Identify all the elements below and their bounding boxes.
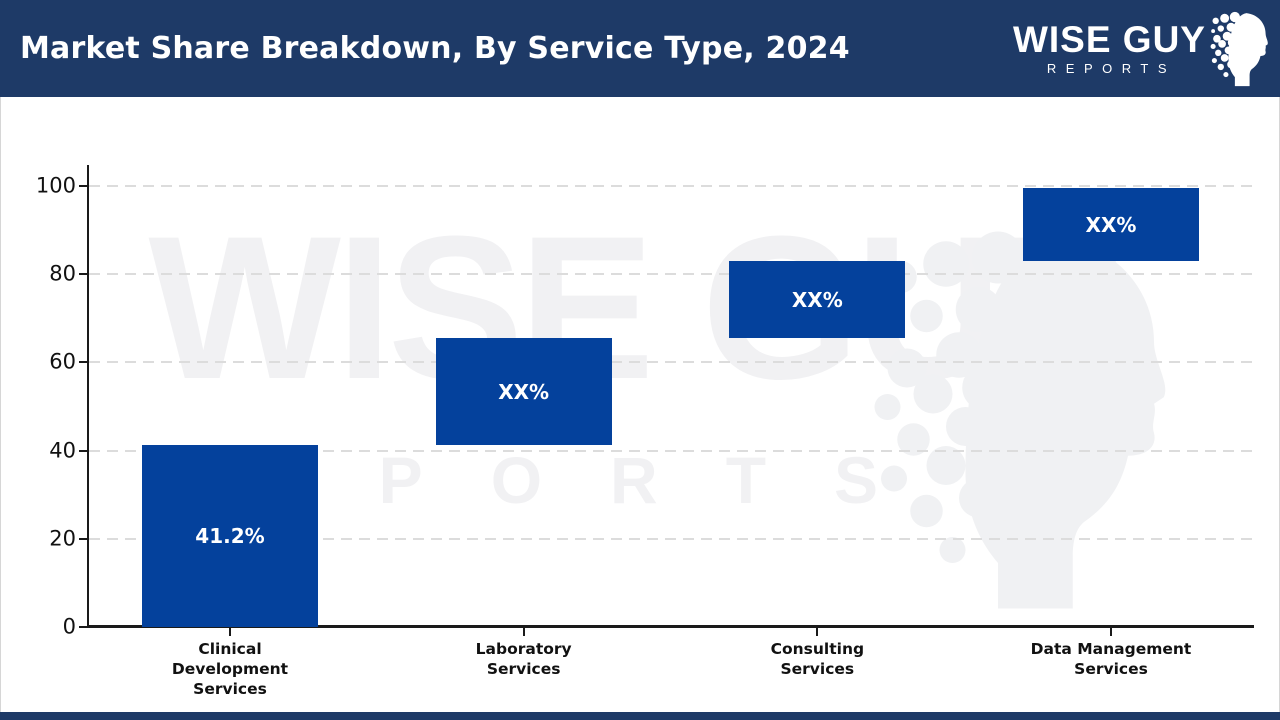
- brand-name: WISE GUY: [1012, 19, 1206, 60]
- footer-bar: [0, 712, 1280, 720]
- x-category-line: Services: [486, 660, 561, 678]
- x-category-label: Data Management Services: [1031, 639, 1192, 679]
- y-tick-mark-20: [79, 537, 87, 540]
- x-category-label: Clinical Development Services: [172, 639, 288, 699]
- y-tick-mark-100: [79, 185, 87, 187]
- bar-segment: [142, 445, 318, 627]
- brand-wordmark: WISE GUY REPORTS: [1013, 21, 1206, 76]
- page-title: Market Share Breakdown, By Service Type,…: [20, 31, 850, 66]
- y-tick-label-100: 100: [35, 173, 76, 198]
- x-category-line: Services: [193, 680, 267, 698]
- brand-subtitle: REPORTS: [1046, 61, 1177, 76]
- head-profile-icon: [1210, 11, 1268, 86]
- header-bar: Market Share Breakdown, By Service Type,…: [0, 0, 1280, 97]
- bar-value-label: XX%: [1085, 212, 1137, 237]
- bar-value-label: XX%: [498, 379, 550, 404]
- bar-segment: [435, 338, 612, 445]
- gridline-20: [89, 537, 1253, 540]
- x-tick-mark: [1110, 628, 1112, 636]
- bar-segment: [729, 260, 906, 339]
- bar-segment: [1023, 188, 1199, 261]
- gridline-80: [89, 273, 1253, 276]
- x-category-line: Development: [171, 660, 289, 678]
- x-category-line: Consulting: [770, 640, 865, 658]
- y-axis: [87, 165, 89, 628]
- y-tick-label-40: 40: [49, 438, 76, 463]
- gridline-100: [89, 185, 1253, 187]
- x-tick-mark: [522, 628, 525, 636]
- y-tick-label-60: 60: [49, 349, 76, 374]
- bar-value-label: 41.2%: [195, 524, 265, 549]
- gridline-60: [89, 361, 1253, 364]
- x-tick-mark: [816, 628, 819, 636]
- watermark-head-icon: [874, 231, 1166, 609]
- x-category-line: Laboratory: [475, 640, 572, 658]
- x-category-line: Services: [1074, 660, 1148, 678]
- x-category-label: Laboratory Services: [476, 639, 572, 679]
- bar-value-label: XX%: [791, 287, 843, 312]
- x-tick-mark: [229, 628, 231, 636]
- x-axis: [87, 625, 1254, 628]
- x-category-line: Services: [780, 660, 855, 678]
- y-tick-label-20: 20: [49, 526, 76, 551]
- brand-logo: WISE GUY REPORTS: [1013, 0, 1272, 97]
- y-tick-label-0: 0: [62, 614, 76, 639]
- x-category-line: Clinical: [198, 640, 262, 658]
- y-tick-mark-40: [79, 449, 87, 452]
- y-tick-mark-60: [79, 361, 87, 364]
- x-category-line: Data Management: [1030, 640, 1192, 658]
- y-tick-label-80: 80: [49, 261, 76, 286]
- y-tick-mark-0: [79, 626, 87, 628]
- gridline-40: [89, 449, 1253, 452]
- y-tick-mark-80: [79, 273, 87, 276]
- x-category-label: Consulting Services: [771, 639, 864, 679]
